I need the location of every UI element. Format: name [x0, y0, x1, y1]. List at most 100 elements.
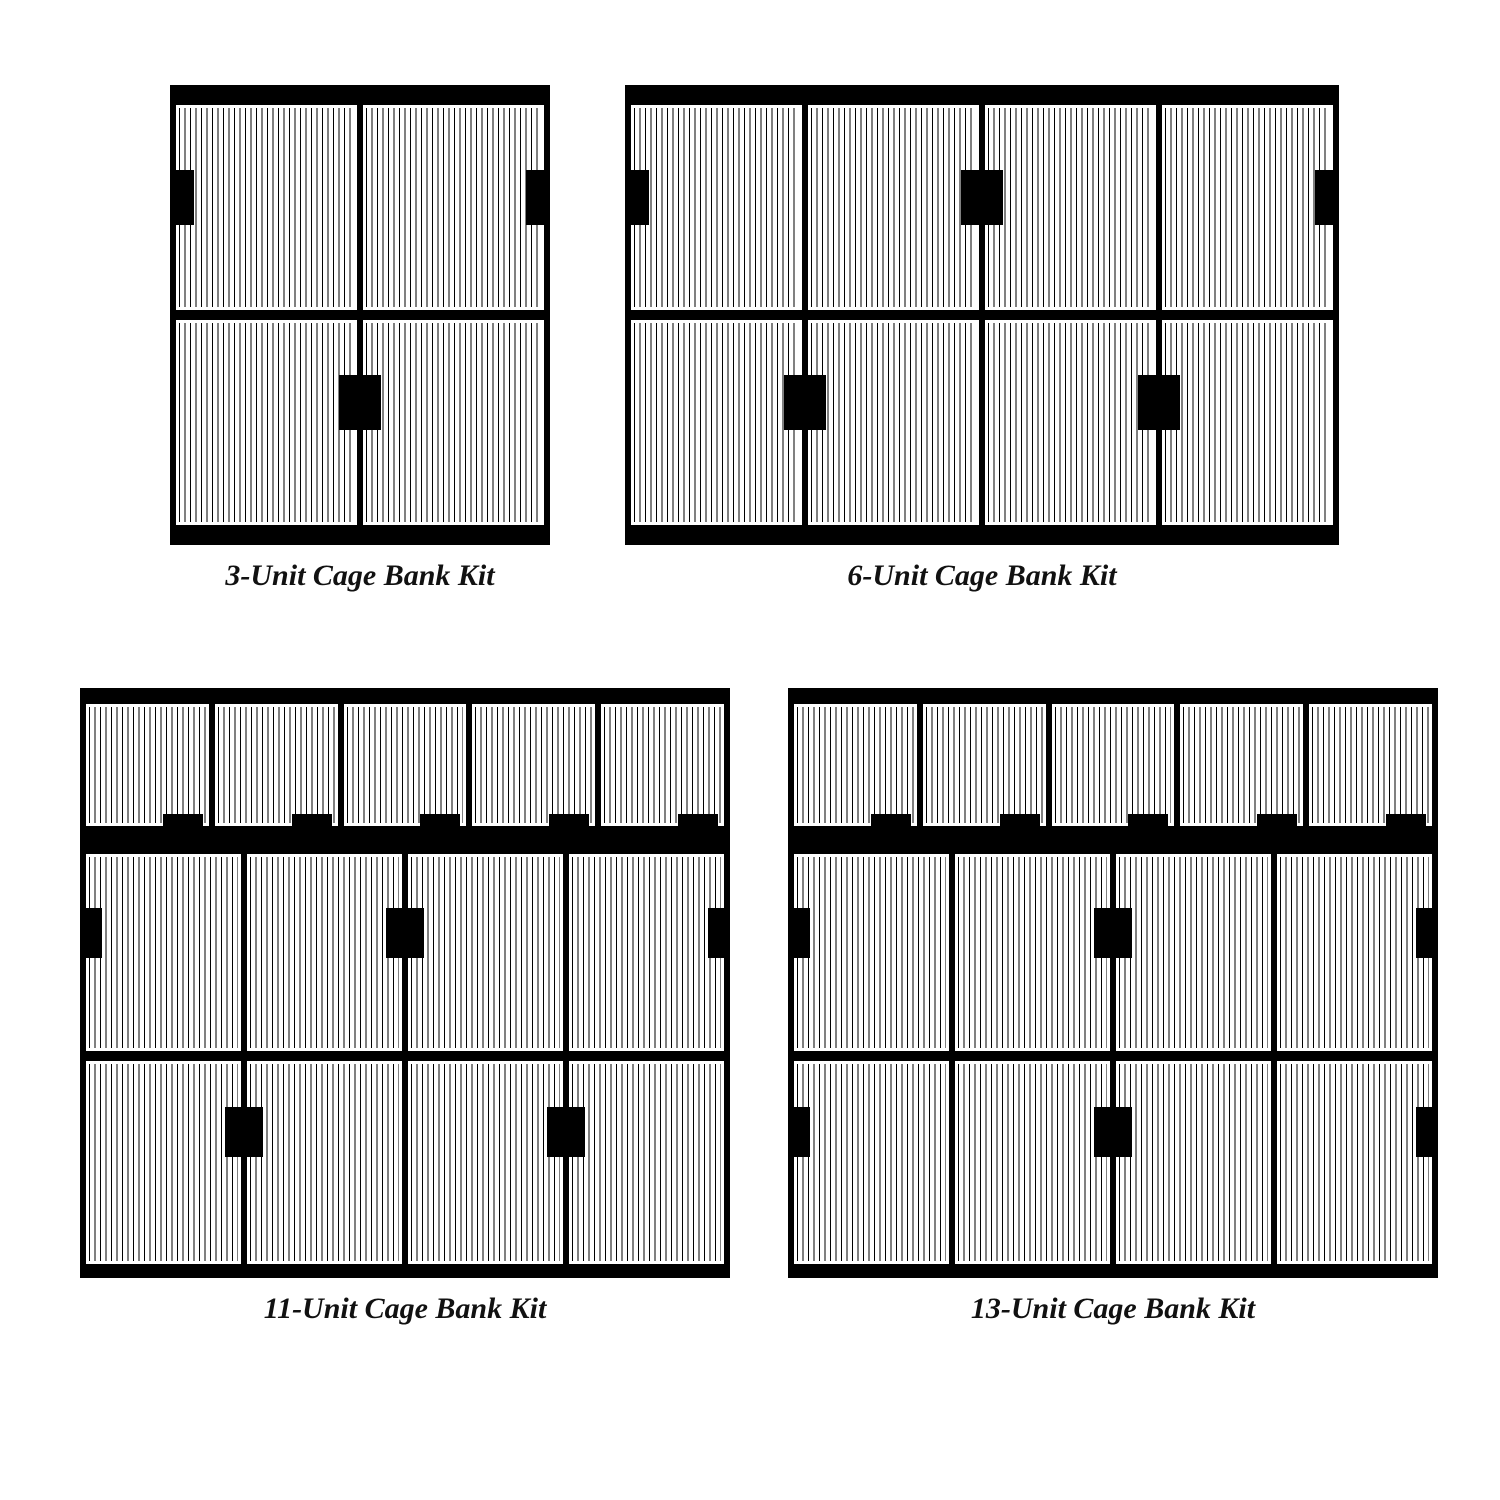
- cage-cell: [955, 1061, 1110, 1264]
- cage-bars: [250, 857, 399, 1049]
- cage-latch: [1116, 1107, 1132, 1157]
- cage-cell: [247, 1061, 402, 1264]
- cage-latch: [1162, 375, 1180, 430]
- cage-cell: [408, 854, 563, 1052]
- kit-11-unit: 11-Unit Cage Bank Kit: [80, 688, 730, 1326]
- cage-latch: [1138, 375, 1156, 430]
- cage-cell: [631, 320, 802, 525]
- cage-latch: [1416, 908, 1432, 958]
- cell-bottom-bar: [601, 826, 724, 838]
- cage-latch: [794, 1107, 810, 1157]
- cage-latch: [678, 814, 718, 826]
- cage-latch: [547, 1107, 563, 1157]
- cage-bars: [634, 323, 799, 522]
- cage-bank-3: [170, 85, 550, 545]
- cage-latch: [1000, 814, 1040, 826]
- cage-bars: [1280, 1064, 1429, 1261]
- cell-bottom-bar: [1052, 826, 1175, 838]
- cage-latch: [1416, 1107, 1432, 1157]
- cage-bars: [797, 1064, 946, 1261]
- kit-3-unit: 3-Unit Cage Bank Kit: [170, 85, 550, 593]
- cage-bars: [366, 108, 541, 307]
- cage-bars: [988, 108, 1153, 307]
- diagram-canvas: 3-Unit Cage Bank Kit 6-Unit Cage Bank Ki…: [0, 0, 1500, 1500]
- cage-bank-6: [625, 85, 1339, 545]
- cell-bottom-bar: [923, 826, 1046, 838]
- cage-bars: [1119, 1064, 1268, 1261]
- cage-bars: [1280, 857, 1429, 1049]
- cage-cell: [794, 704, 917, 838]
- cage-bars: [1312, 707, 1429, 823]
- cage-latch: [985, 170, 1003, 225]
- cage-bars: [250, 1064, 399, 1261]
- cage-cell: [1116, 1061, 1271, 1264]
- cage-cell: [363, 105, 544, 310]
- cage-latch: [794, 908, 810, 958]
- cage-cell: [86, 854, 241, 1052]
- cage-bars: [1165, 323, 1330, 522]
- cage-latch: [225, 1107, 241, 1157]
- cage-bars: [475, 707, 592, 823]
- cage-cell: [631, 105, 802, 310]
- cage-bars: [89, 857, 238, 1049]
- cage-cell: [985, 320, 1156, 525]
- cage-bars: [179, 108, 354, 307]
- cage-cell: [569, 1061, 724, 1264]
- cell-bottom-bar: [794, 826, 917, 838]
- cell-bottom-bar: [1180, 826, 1303, 838]
- cage-bars: [411, 1064, 560, 1261]
- cage-cell: [808, 320, 979, 525]
- cage-cell: [808, 105, 979, 310]
- cage-cell: [215, 704, 338, 838]
- cage-bars: [926, 707, 1043, 823]
- cage-bars: [988, 323, 1153, 522]
- caption-6-unit: 6-Unit Cage Bank Kit: [625, 559, 1339, 593]
- cage-bars: [958, 1064, 1107, 1261]
- cage-bars: [1165, 108, 1330, 307]
- cage-bars: [411, 857, 560, 1049]
- cage-latch: [808, 375, 826, 430]
- cage-bars: [572, 857, 721, 1049]
- cage-cell: [86, 704, 209, 838]
- cage-bars: [572, 1064, 721, 1261]
- cage-latch: [1315, 170, 1333, 225]
- cage-latch: [247, 1107, 263, 1157]
- cell-bottom-bar: [215, 826, 338, 838]
- cage-latch: [1257, 814, 1297, 826]
- cage-cell: [1277, 854, 1432, 1052]
- cage-bars: [366, 323, 541, 522]
- caption-13-unit: 13-Unit Cage Bank Kit: [788, 1292, 1438, 1326]
- cage-latch: [1094, 1107, 1110, 1157]
- cage-latch: [408, 908, 424, 958]
- cage-bars: [89, 707, 206, 823]
- caption-11-unit: 11-Unit Cage Bank Kit: [80, 1292, 730, 1326]
- cage-latch: [871, 814, 911, 826]
- cage-bars: [797, 707, 914, 823]
- cell-bottom-bar: [86, 826, 209, 838]
- cage-latch: [549, 814, 589, 826]
- cage-latch: [961, 170, 979, 225]
- cage-latch: [420, 814, 460, 826]
- cage-bars: [89, 1064, 238, 1261]
- cage-bars: [347, 707, 464, 823]
- cell-bottom-bar: [1309, 826, 1432, 838]
- cage-latch: [631, 170, 649, 225]
- cage-latch: [708, 908, 724, 958]
- cage-cell: [363, 320, 544, 525]
- cage-latch: [176, 170, 194, 225]
- cage-bars: [1055, 707, 1172, 823]
- cage-bars: [1119, 857, 1268, 1049]
- cage-cell: [1162, 105, 1333, 310]
- cage-bars: [811, 323, 976, 522]
- cage-cell: [1116, 854, 1271, 1052]
- cage-latch: [339, 375, 357, 430]
- cage-bars: [958, 857, 1107, 1049]
- cage-bars: [1183, 707, 1300, 823]
- cage-cell: [794, 1061, 949, 1264]
- cage-cell: [569, 854, 724, 1052]
- cage-bank-11: [80, 688, 730, 1278]
- cage-bars: [811, 108, 976, 307]
- cage-cell: [794, 854, 949, 1052]
- cage-bars: [179, 323, 354, 522]
- cage-cell: [601, 704, 724, 838]
